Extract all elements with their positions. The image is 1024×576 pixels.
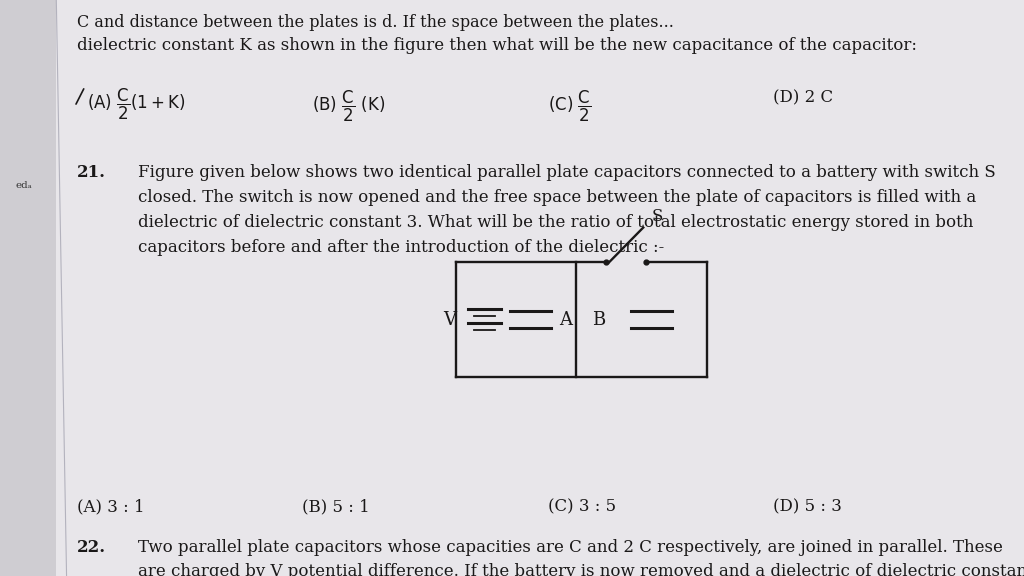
Text: C and distance between the plates is d. If the space between the plates...: C and distance between the plates is d. … — [77, 14, 674, 32]
Text: (B) 5 : 1: (B) 5 : 1 — [302, 498, 370, 516]
Text: (D) 5 : 3: (D) 5 : 3 — [773, 498, 842, 516]
Text: (D) 2 C: (D) 2 C — [773, 89, 834, 107]
Text: 21.: 21. — [77, 164, 105, 181]
Text: Two parallel plate capacitors whose capacities are C and 2 C respectively, are j: Two parallel plate capacitors whose capa… — [138, 539, 1024, 576]
Text: A: A — [559, 310, 571, 329]
Text: Figure given below shows two identical parallel plate capacitors connected to a : Figure given below shows two identical p… — [138, 164, 996, 256]
Text: $\mathsf{(A)\ \dfrac{C}{2}(1 + K)}$: $\mathsf{(A)\ \dfrac{C}{2}(1 + K)}$ — [87, 86, 186, 122]
Text: B: B — [592, 310, 605, 329]
Text: 22.: 22. — [77, 539, 105, 556]
Text: dielectric constant K as shown in the figure then what will be the new capacitan: dielectric constant K as shown in the fi… — [77, 37, 916, 55]
Text: S: S — [651, 207, 663, 225]
Text: edₐ: edₐ — [15, 181, 32, 191]
Text: (A) 3 : 1: (A) 3 : 1 — [77, 498, 144, 516]
Text: V: V — [442, 310, 456, 329]
Text: $\mathsf{(B)\ \dfrac{C}{2}\ (K)}$: $\mathsf{(B)\ \dfrac{C}{2}\ (K)}$ — [312, 89, 386, 124]
Text: (C) 3 : 5: (C) 3 : 5 — [548, 498, 616, 516]
Text: $\mathsf{(C)\ \dfrac{C}{2}}$: $\mathsf{(C)\ \dfrac{C}{2}}$ — [548, 89, 592, 124]
Bar — [0, 0, 56, 576]
